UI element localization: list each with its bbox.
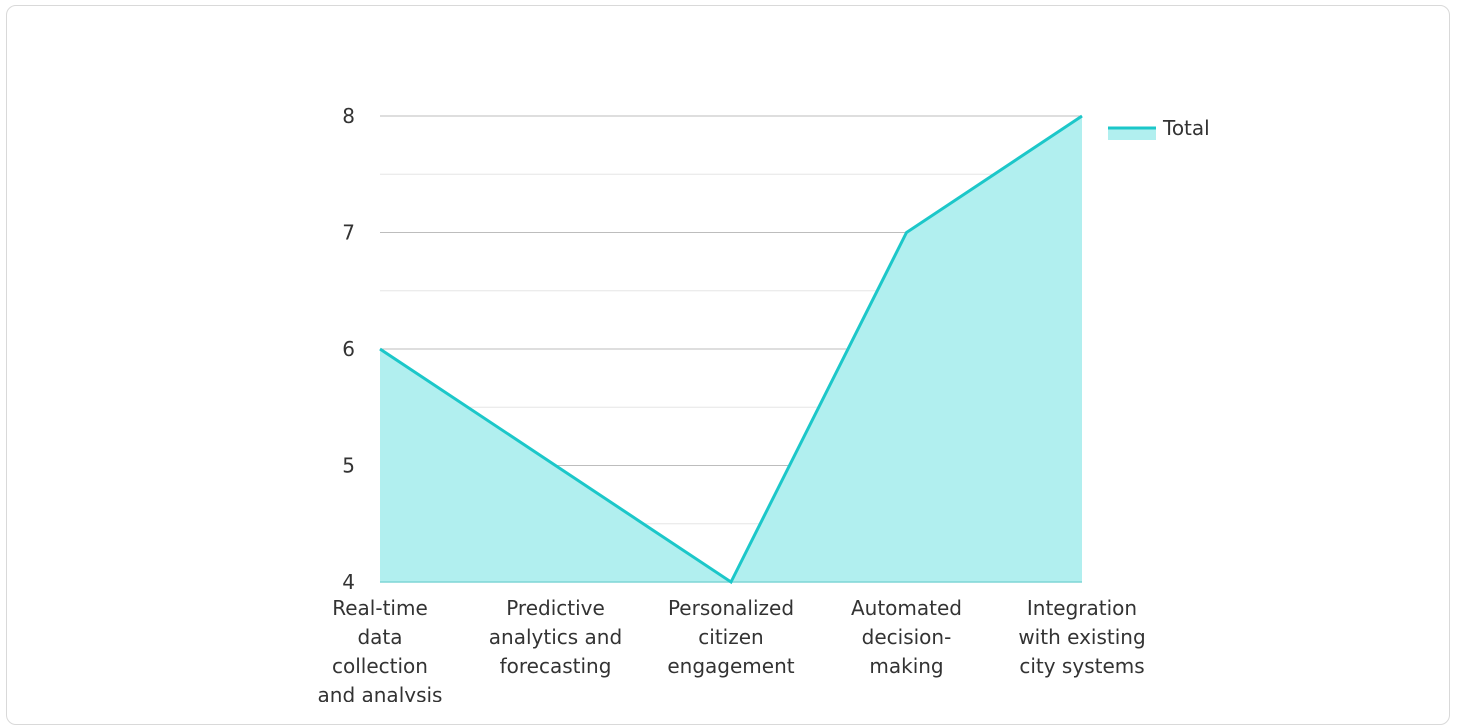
y-tick-label: 4 <box>342 570 355 594</box>
y-tick-label: 8 <box>342 104 355 128</box>
legend-swatch-fill <box>1108 128 1156 140</box>
y-tick-label: 6 <box>342 337 355 361</box>
y-tick-label: 7 <box>342 221 355 245</box>
legend-label-total: Total <box>1162 116 1210 140</box>
y-axis-ticks: 4 5 6 7 8 <box>342 104 355 594</box>
legend: Total <box>1108 116 1210 140</box>
y-tick-label: 5 <box>342 454 355 478</box>
